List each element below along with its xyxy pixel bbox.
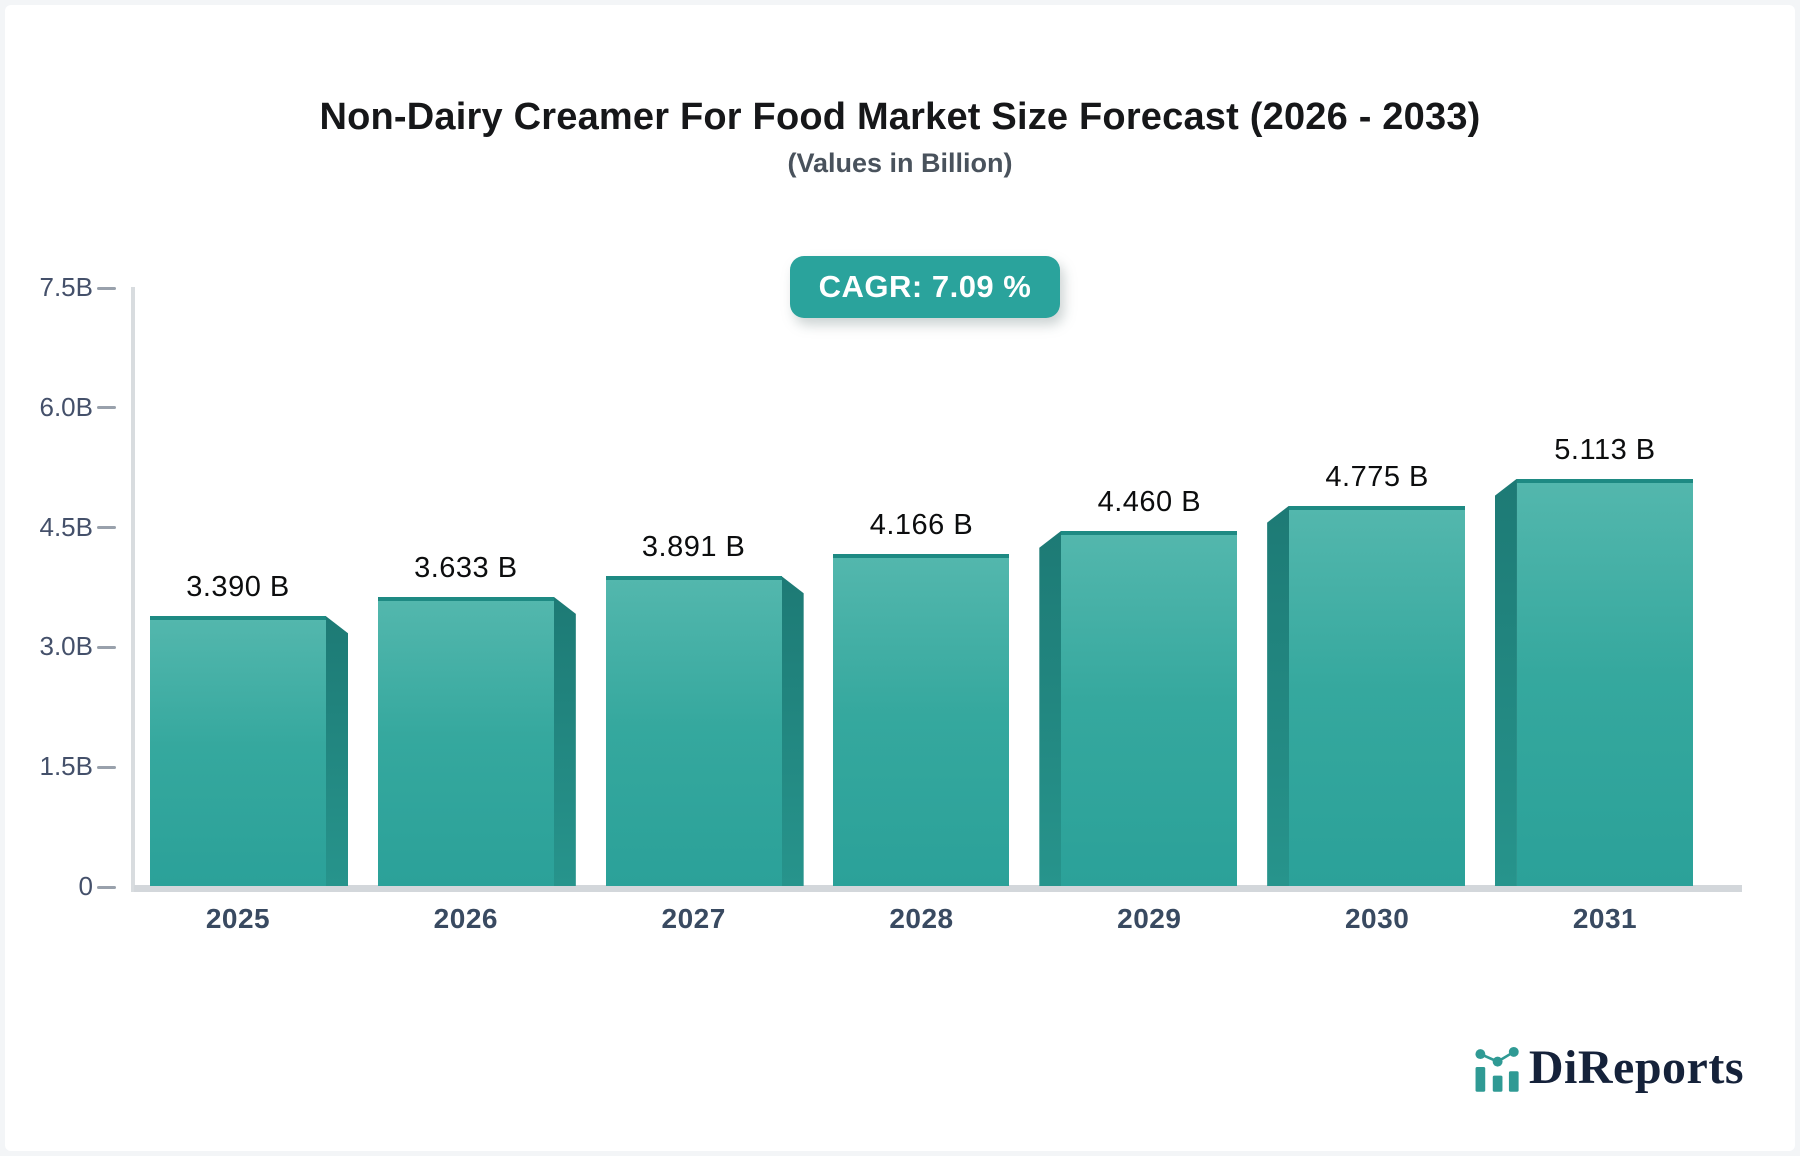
bar-line-chart-icon bbox=[1475, 1046, 1519, 1092]
x-axis-baseline bbox=[134, 885, 1742, 892]
page-subtitle: (Values in Billion) bbox=[787, 148, 1013, 178]
cagr-badge: CAGR: 7.09 % bbox=[790, 256, 1060, 318]
cagr-badge-label: CAGR: 7.09 % bbox=[818, 269, 1032, 304]
brand-logo: DiReports bbox=[1471, 1036, 1744, 1098]
page-title: Non-Dairy Creamer For Food Market Size F… bbox=[319, 96, 1481, 138]
brand-logo-text: DiReports bbox=[1528, 1040, 1744, 1094]
y-axis-line bbox=[131, 287, 135, 892]
